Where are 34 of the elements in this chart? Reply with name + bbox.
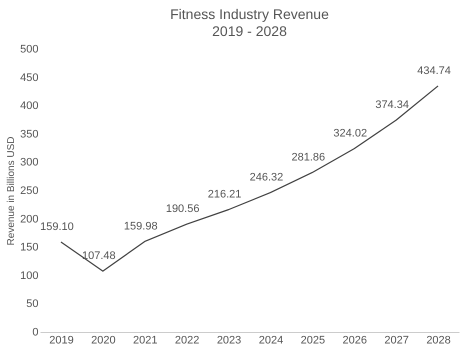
- x-tick-label: 2026: [342, 334, 367, 346]
- y-tick-label: 0: [32, 326, 38, 338]
- chart-subtitle: 2019 - 2028: [212, 23, 288, 39]
- y-tick-label: 200: [20, 213, 38, 226]
- y-tick-label: 450: [20, 72, 38, 84]
- x-tick-label: 2019: [49, 334, 74, 346]
- chart-title: Fitness Industry Revenue: [170, 6, 330, 22]
- data-label: 159.98: [124, 220, 158, 232]
- data-label: 216.21: [208, 188, 242, 201]
- x-tick-label: 2024: [258, 334, 284, 346]
- x-tick-label: 2021: [133, 334, 158, 346]
- y-tick-label: 350: [20, 128, 38, 140]
- x-tick-label: 2025: [300, 334, 326, 346]
- y-tick-label: 50: [26, 298, 38, 310]
- y-tick-label: 300: [20, 156, 38, 169]
- data-label: 324.02: [333, 128, 368, 140]
- x-tick-label: 2022: [174, 334, 200, 346]
- data-label: 190.56: [166, 203, 200, 216]
- x-tick-label: 2027: [384, 334, 409, 346]
- y-tick-label: 100: [20, 270, 38, 282]
- y-axis-title: Revenue in Billions USD: [6, 136, 18, 246]
- y-tick-label: 500: [20, 44, 38, 56]
- x-tick-label: 2020: [91, 334, 116, 346]
- data-label: 246.32: [250, 172, 284, 184]
- data-label: 159.10: [40, 220, 74, 233]
- x-tick-label: 2023: [216, 334, 242, 346]
- y-tick-label: 250: [20, 185, 38, 197]
- data-label: 434.74: [417, 64, 451, 77]
- data-label: 281.86: [292, 151, 326, 164]
- x-tick-label: 2028: [426, 334, 451, 346]
- data-label: 107.48: [82, 250, 116, 262]
- y-tick-label: 150: [20, 242, 38, 254]
- y-tick-label: 400: [20, 100, 38, 112]
- data-label: 374.34: [375, 99, 409, 112]
